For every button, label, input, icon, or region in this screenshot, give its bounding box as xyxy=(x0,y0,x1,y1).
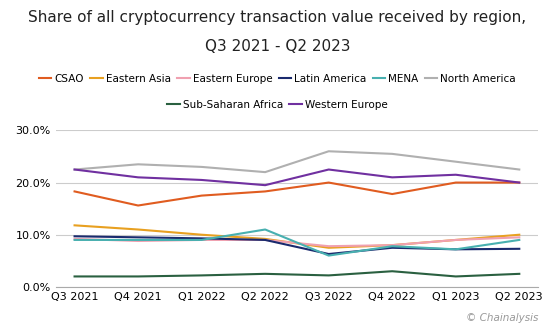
Sub-Saharan Africa xyxy=(71,274,78,278)
CSAO xyxy=(516,181,523,185)
Sub-Saharan Africa xyxy=(135,274,142,278)
Eastern Asia xyxy=(262,237,269,241)
Eastern Asia xyxy=(452,238,459,242)
Eastern Asia xyxy=(135,228,142,231)
North America xyxy=(325,149,332,153)
CSAO xyxy=(452,181,459,185)
Latin America xyxy=(389,246,396,250)
MENA xyxy=(452,247,459,251)
Eastern Europe xyxy=(262,238,269,242)
Sub-Saharan Africa xyxy=(452,274,459,278)
Line: Latin America: Latin America xyxy=(74,236,519,254)
Eastern Europe xyxy=(198,238,205,242)
Western Europe xyxy=(198,178,205,182)
North America xyxy=(389,152,396,156)
Latin America xyxy=(198,236,205,240)
Eastern Asia xyxy=(71,223,78,227)
North America xyxy=(135,162,142,166)
CSAO xyxy=(389,192,396,196)
Eastern Asia xyxy=(389,243,396,247)
CSAO xyxy=(262,189,269,193)
North America xyxy=(452,160,459,164)
Eastern Asia xyxy=(325,246,332,250)
Sub-Saharan Africa xyxy=(325,274,332,277)
Western Europe xyxy=(452,173,459,177)
Latin America xyxy=(452,247,459,251)
Sub-Saharan Africa xyxy=(198,274,205,277)
Line: North America: North America xyxy=(74,151,519,172)
Sub-Saharan Africa xyxy=(389,269,396,273)
Western Europe xyxy=(389,175,396,179)
Eastern Europe xyxy=(452,238,459,242)
Legend: CSAO, Eastern Asia, Eastern Europe, Latin America, MENA, North America: CSAO, Eastern Asia, Eastern Europe, Lati… xyxy=(39,74,516,84)
Legend: Sub-Saharan Africa, Western Europe: Sub-Saharan Africa, Western Europe xyxy=(167,100,388,110)
Latin America xyxy=(262,238,269,242)
Western Europe xyxy=(71,168,78,171)
Western Europe xyxy=(135,175,142,179)
MENA xyxy=(262,228,269,231)
Line: CSAO: CSAO xyxy=(74,183,519,205)
Eastern Europe xyxy=(135,239,142,243)
Line: Sub-Saharan Africa: Sub-Saharan Africa xyxy=(74,271,519,276)
Latin America xyxy=(135,235,142,239)
Eastern Europe xyxy=(71,237,78,241)
CSAO xyxy=(198,194,205,198)
Eastern Europe xyxy=(516,235,523,239)
MENA xyxy=(135,238,142,242)
Latin America xyxy=(325,252,332,256)
Line: Western Europe: Western Europe xyxy=(74,170,519,185)
Sub-Saharan Africa xyxy=(262,272,269,276)
Text: © Chainalysis: © Chainalysis xyxy=(466,313,538,323)
MENA xyxy=(325,254,332,258)
MENA xyxy=(516,238,523,242)
MENA xyxy=(71,238,78,242)
Western Europe xyxy=(516,181,523,185)
North America xyxy=(262,170,269,174)
Eastern Asia xyxy=(516,233,523,237)
CSAO xyxy=(135,203,142,207)
CSAO xyxy=(325,181,332,185)
Text: Share of all cryptocurrency transaction value received by region,: Share of all cryptocurrency transaction … xyxy=(28,10,527,25)
Text: Q3 2021 - Q2 2023: Q3 2021 - Q2 2023 xyxy=(205,39,350,54)
Eastern Europe xyxy=(389,243,396,247)
Western Europe xyxy=(262,183,269,187)
Eastern Asia xyxy=(198,233,205,237)
Sub-Saharan Africa xyxy=(516,272,523,276)
North America xyxy=(516,168,523,171)
Line: Eastern Europe: Eastern Europe xyxy=(74,237,519,246)
Latin America xyxy=(71,234,78,238)
Latin America xyxy=(516,247,523,251)
North America xyxy=(198,165,205,169)
CSAO xyxy=(71,189,78,193)
North America xyxy=(71,168,78,171)
MENA xyxy=(198,238,205,242)
Line: Eastern Asia: Eastern Asia xyxy=(74,225,519,248)
Western Europe xyxy=(325,168,332,171)
Line: MENA: MENA xyxy=(74,230,519,256)
MENA xyxy=(389,244,396,248)
Eastern Europe xyxy=(325,244,332,248)
